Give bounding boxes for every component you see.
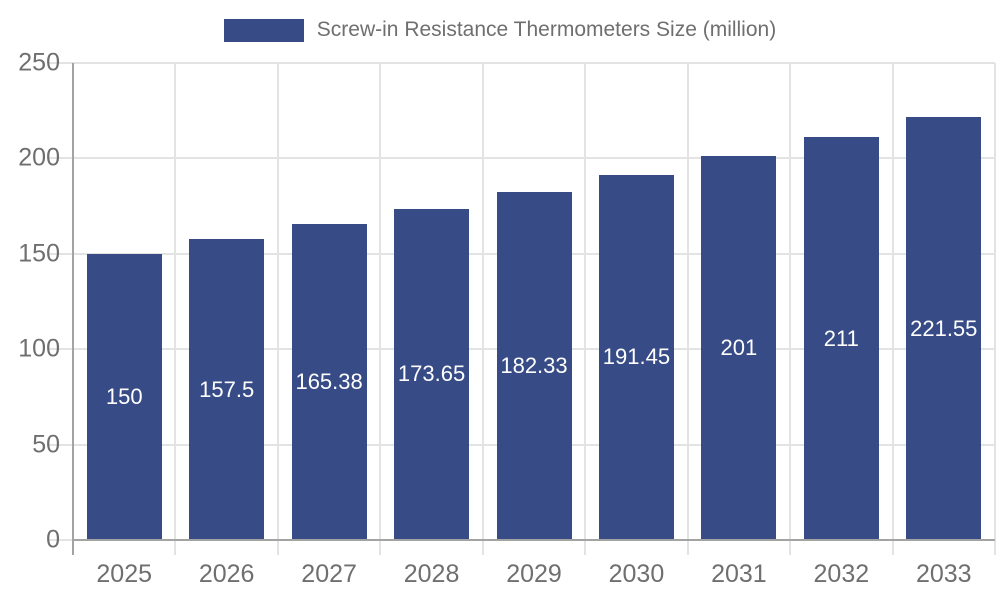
y-axis-tick <box>48 443 73 446</box>
x-axis-tick <box>584 540 587 555</box>
bar-value-label: 173.65 <box>397 361 466 387</box>
x-tick-label: 2027 <box>301 560 357 588</box>
x-tick-label: 2030 <box>608 560 665 588</box>
y-tick-label: 250 <box>18 48 60 77</box>
x-axis-line <box>73 539 995 541</box>
x-axis-tick <box>686 540 689 555</box>
y-axis-line <box>72 63 74 555</box>
bar-value-label: 150 <box>105 383 143 409</box>
bar-value-label: 165.38 <box>295 369 363 395</box>
y-tick-label: 100 <box>18 334 60 363</box>
bar-value-label: 157.5 <box>199 376 255 402</box>
bar-2028 <box>394 208 470 540</box>
x-tick-label: 2032 <box>813 560 870 588</box>
y-axis-tick <box>48 348 73 351</box>
x-axis-tick <box>379 540 382 555</box>
y-axis-tick <box>48 62 73 64</box>
gridline-vertical <box>891 63 894 540</box>
gridline-horizontal <box>73 157 995 160</box>
gridline-vertical <box>379 63 382 540</box>
gridline-vertical <box>481 63 484 540</box>
y-axis-tick <box>48 539 73 541</box>
x-tick-label: 2029 <box>506 560 562 588</box>
x-tick-label: 2033 <box>915 560 972 588</box>
bar-2032 <box>803 137 879 540</box>
bar-value-label: 201 <box>720 335 758 361</box>
bar-value-label: 221.55 <box>910 315 978 341</box>
gridline-vertical <box>994 63 996 540</box>
x-axis-tick <box>276 540 279 555</box>
bar-2026 <box>189 239 265 540</box>
gridline-vertical <box>174 63 177 540</box>
bar-2030 <box>598 174 674 540</box>
legend-swatch <box>223 18 304 42</box>
y-axis-tick <box>48 252 73 255</box>
x-axis-tick <box>994 540 996 555</box>
legend-item[interactable]: Screw-in Resistance Thermometers Size (m… <box>0 17 1000 43</box>
bar-value-label: 211 <box>823 325 859 351</box>
gridline-vertical <box>276 63 279 540</box>
bar-value-label: 182.33 <box>500 353 568 379</box>
x-tick-label: 2025 <box>96 560 153 588</box>
y-tick-label: 0 <box>46 525 60 554</box>
bar-2029 <box>496 192 572 540</box>
gridline-vertical <box>789 63 792 540</box>
bar-value-label: 191.45 <box>602 344 671 370</box>
bar-2033 <box>906 117 982 540</box>
bar-2025 <box>86 253 162 540</box>
bar-2031 <box>701 156 777 540</box>
y-tick-label: 150 <box>18 239 60 268</box>
y-tick-label: 200 <box>18 143 60 172</box>
x-axis-tick <box>789 540 792 555</box>
y-axis-tick <box>48 157 73 160</box>
x-axis-tick <box>481 540 484 555</box>
x-tick-label: 2031 <box>711 560 767 588</box>
x-tick-label: 2026 <box>198 560 255 588</box>
x-tick-label: 2028 <box>403 560 460 588</box>
bar-2027 <box>291 224 367 540</box>
gridline-vertical <box>584 63 587 540</box>
gridline-horizontal <box>73 62 995 64</box>
x-axis-tick <box>174 540 177 555</box>
legend-label: Screw-in Resistance Thermometers Size (m… <box>316 18 777 41</box>
x-axis-tick <box>891 540 894 555</box>
y-tick-label: 50 <box>32 430 60 459</box>
gridline-vertical <box>686 63 689 540</box>
